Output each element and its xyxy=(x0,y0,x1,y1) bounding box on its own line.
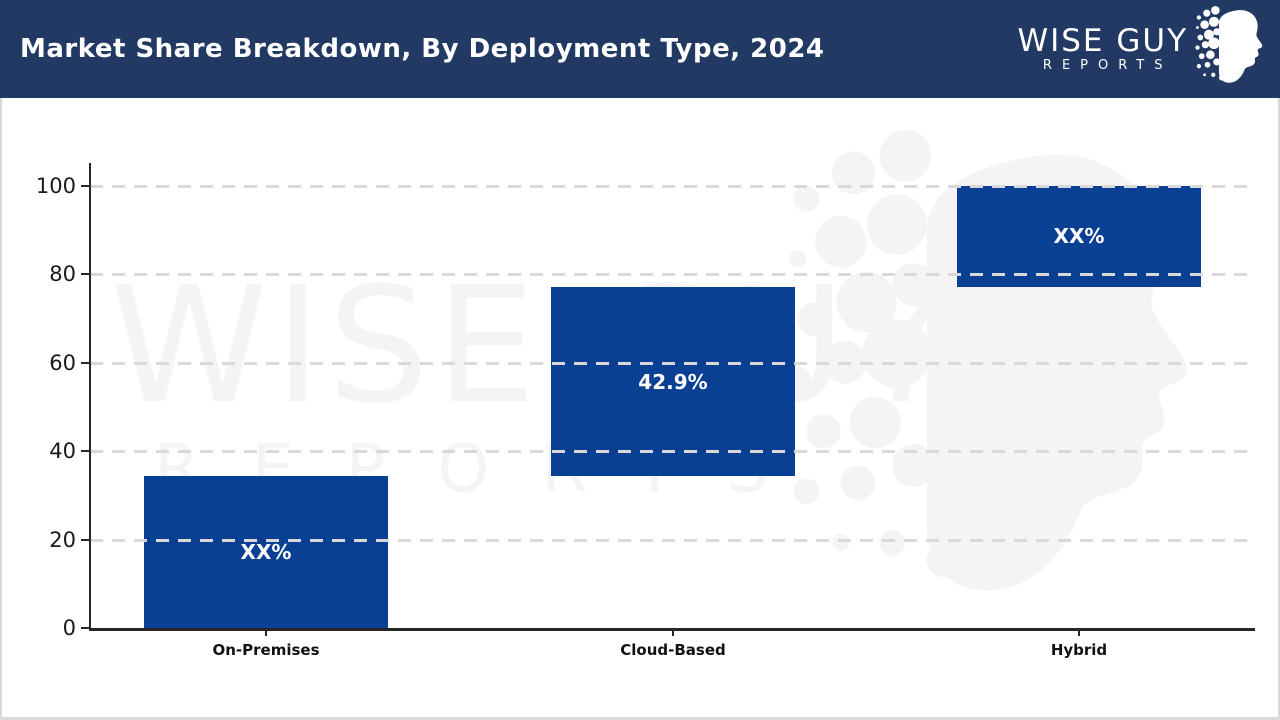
y-tick-label-40: 40 xyxy=(49,439,76,464)
y-tick-label-0: 0 xyxy=(62,616,76,640)
page-title: Market Share Breakdown, By Deployment Ty… xyxy=(20,34,825,64)
bar-hybrid: XX% xyxy=(957,186,1201,287)
x-tick-label-on-premises: On-Premises xyxy=(212,641,320,659)
logo-text: WISE GUY REPORTS xyxy=(1017,25,1188,73)
gridline-80 xyxy=(90,273,1255,277)
x-tick-label-hybrid: Hybrid xyxy=(1050,641,1108,659)
gridline-60 xyxy=(90,361,1255,365)
logo-subtitle: REPORTS xyxy=(1042,57,1173,73)
x-tick-mark xyxy=(1078,628,1080,636)
chart-area: WISE GUY REPORTS XX% On-Premises 42.9% Clou… xyxy=(0,98,1280,720)
wiseguy-logo: WISE GUY REPORTS xyxy=(1017,6,1266,92)
header-bar: Market Share Breakdown, By Deployment Ty… xyxy=(0,0,1280,98)
x-tick-mark xyxy=(265,628,267,636)
x-tick-mark xyxy=(672,628,674,636)
y-tick-label-60: 60 xyxy=(49,350,76,375)
y-tick-mark xyxy=(81,538,89,541)
y-tick-mark xyxy=(81,273,89,276)
x-axis xyxy=(89,628,1255,631)
gridline-40 xyxy=(90,450,1255,454)
bar-cloud-based: 42.9% xyxy=(551,286,795,477)
gridline-100 xyxy=(90,185,1255,188)
bar-value-label: XX% xyxy=(240,540,292,565)
y-axis xyxy=(89,163,91,631)
bar-value-label: XX% xyxy=(1053,224,1105,249)
y-tick-mark xyxy=(81,450,89,453)
gridline-20 xyxy=(90,538,1255,542)
logo-name: WISE GUY xyxy=(1017,23,1188,60)
y-tick-label-20: 20 xyxy=(49,527,76,552)
bar-on-premises: XX% xyxy=(144,476,388,628)
y-tick-label-80: 80 xyxy=(49,262,76,287)
x-tick-label-cloud-based: Cloud-Based xyxy=(620,641,726,659)
y-tick-mark xyxy=(81,627,89,629)
bar-value-label: 42.9% xyxy=(638,369,708,394)
wiseguy-face-icon xyxy=(1195,6,1263,83)
y-tick-mark xyxy=(81,185,89,187)
y-tick-mark xyxy=(81,361,89,364)
y-tick-label-100: 100 xyxy=(35,174,76,198)
watermark-name: WISE GUY xyxy=(110,252,956,439)
